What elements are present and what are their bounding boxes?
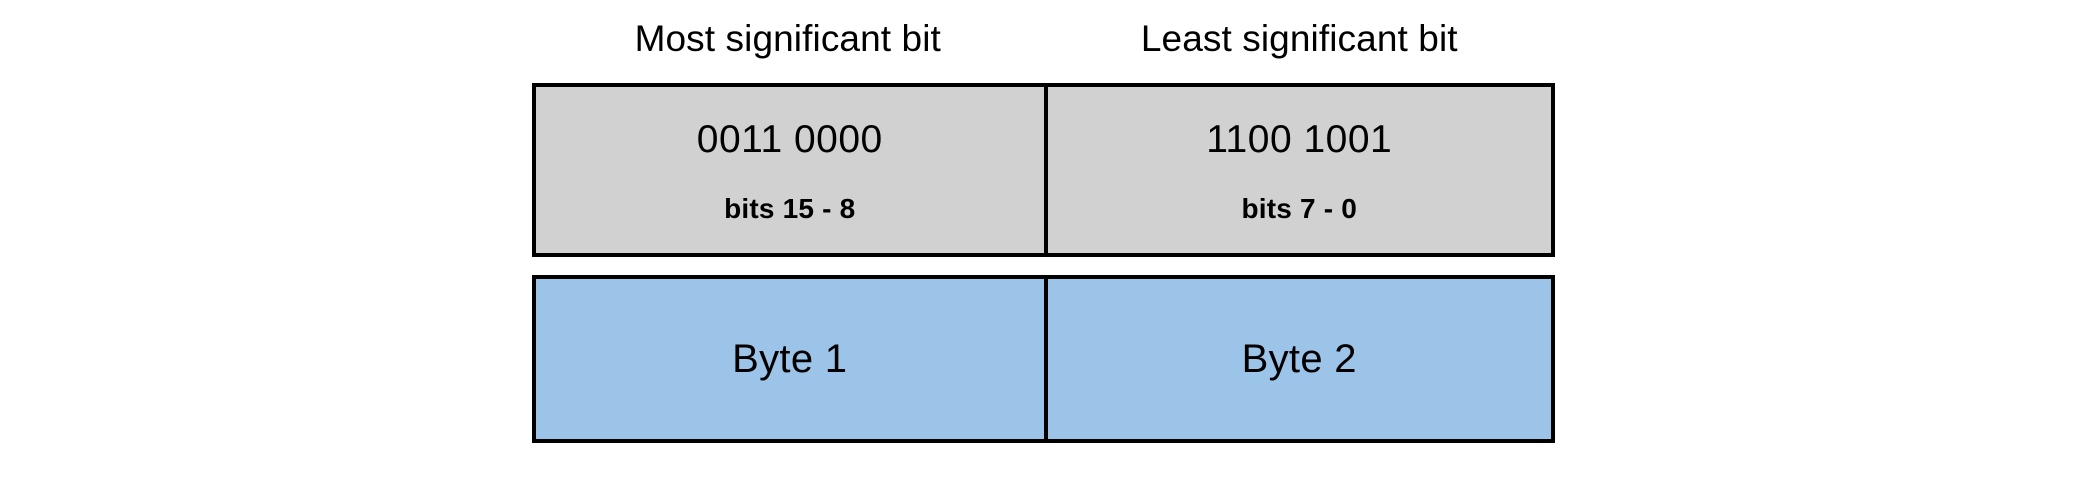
bits-cell-low: 1100 1001 bits 7 - 0 [1043,87,1551,253]
bits-value-low: 1100 1001 [1206,117,1393,161]
header-cell-most-significant: Most significant bit [532,8,1044,68]
bits-range-low: bits 7 - 0 [1241,192,1358,224]
byte-1-label: Byte 1 [732,337,848,381]
byte-cell-2: Byte 2 [1043,279,1551,439]
bits-value-high: 0011 0000 [696,117,883,161]
byte-cell-1: Byte 1 [536,279,1044,439]
header-cell-least-significant: Least significant bit [1044,8,1556,68]
byte-table: Byte 1 Byte 2 [532,275,1555,443]
bits-range-high: bits 15 - 8 [724,192,856,224]
least-significant-bit-label: Least significant bit [1140,17,1458,59]
bits-table: 0011 0000 bits 15 - 8 1100 1001 bits 7 -… [532,83,1555,257]
byte-2-label: Byte 2 [1241,337,1357,381]
byte-layout-diagram: Most significant bit Least significant b… [532,0,1555,480]
most-significant-bit-label: Most significant bit [634,17,941,59]
bits-cell-high: 0011 0000 bits 15 - 8 [536,87,1044,253]
header-label-row: Most significant bit Least significant b… [532,8,1555,68]
